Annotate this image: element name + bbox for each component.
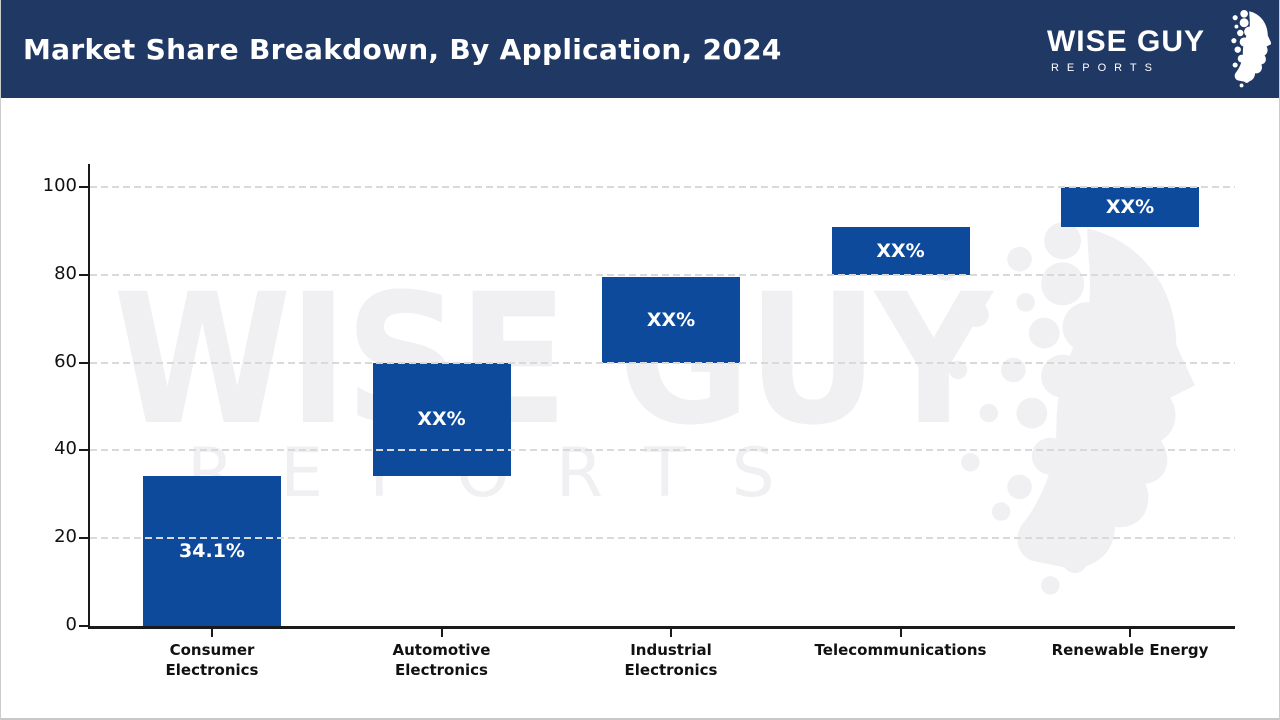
x-tick-3	[670, 629, 672, 637]
bar-telecommunications: XX%	[831, 226, 970, 275]
y-tick-label-60: 60	[54, 350, 77, 372]
gridline-40	[90, 449, 1235, 452]
logo-text: WISE GUY REPORTS	[1047, 25, 1205, 74]
x-tick-label-2: Automotive Electronics	[392, 641, 491, 679]
y-axis-line	[88, 164, 90, 628]
bar-value-label: XX%	[646, 308, 696, 331]
page-title: Market Share Breakdown, By Application, …	[23, 32, 782, 66]
y-tick-label-40: 40	[54, 438, 77, 460]
logo-subtitle: REPORTS	[1050, 61, 1160, 74]
gridline-60	[90, 361, 1235, 364]
header-bar: Market Share Breakdown, By Application, …	[1, 0, 1279, 98]
x-axis-line	[88, 626, 1235, 629]
x-tick-4	[899, 629, 902, 637]
bar-renewable-energy: XX%	[1061, 187, 1199, 227]
y-tick-80	[79, 273, 88, 276]
y-tick-100	[79, 186, 88, 188]
x-tick-label-5: Renewable Energy	[1051, 641, 1209, 659]
bar-value-label: XX%	[1105, 195, 1155, 218]
bar-value-label: XX%	[876, 239, 925, 262]
x-tick-label-3: Industrial Electronics	[624, 641, 718, 679]
x-tick-2	[440, 629, 443, 637]
y-tick-label-20: 20	[54, 526, 77, 548]
y-tick-40	[79, 449, 88, 452]
x-tick-5	[1129, 629, 1131, 637]
x-tick-1	[211, 629, 213, 637]
x-tick-label-4: Telecommunications	[814, 641, 987, 659]
bar-industrial-electronics: XX%	[602, 276, 740, 363]
x-tick-label-1: Consumer Electronics	[165, 641, 259, 679]
y-tick-label-80: 80	[54, 262, 77, 284]
gridline-80	[90, 273, 1235, 276]
y-tick-label-0: 0	[65, 614, 77, 635]
y-tick-0	[79, 625, 88, 627]
y-tick-20	[79, 537, 88, 540]
y-tick-label-100: 100	[42, 175, 77, 196]
watermark-wordmark: WISE GUY	[113, 256, 992, 465]
gridline-100	[90, 186, 1235, 188]
y-tick-60	[79, 361, 88, 364]
bar-automotive-electronics: XX%	[372, 362, 511, 477]
logo-wordmark: WISE GUY	[1046, 24, 1205, 58]
wise-guy-logo: WISE GUY REPORTS	[1047, 4, 1271, 94]
gridline-20	[90, 537, 1235, 540]
watermark-face-icon	[936, 222, 1195, 595]
bar-consumer-electronics: 34.1%	[143, 476, 281, 626]
logo-face-icon	[1231, 9, 1271, 88]
bar-value-label: 34.1%	[179, 540, 245, 563]
bar-value-label: XX%	[417, 408, 466, 431]
